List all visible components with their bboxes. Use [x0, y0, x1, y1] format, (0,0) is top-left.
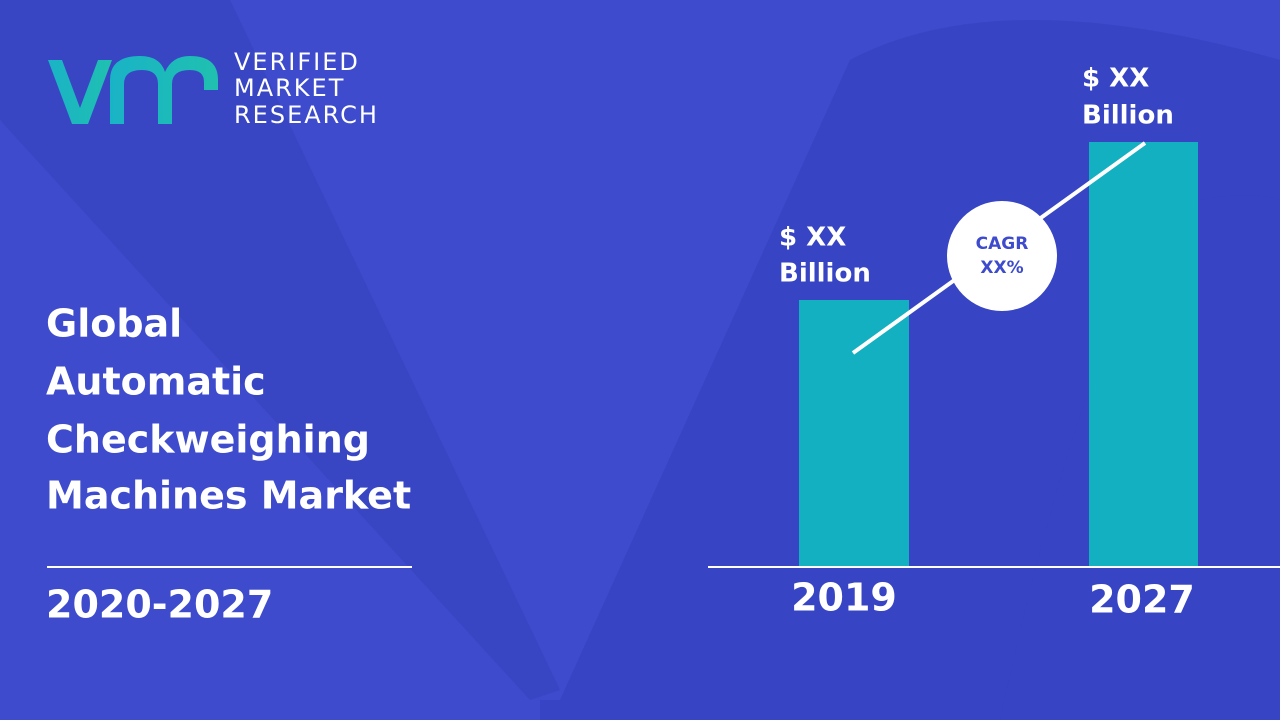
logo-v [48, 60, 112, 124]
logo-text: MARKET [234, 74, 345, 102]
title-line: Machines Market [46, 474, 411, 518]
logo: VERIFIED MARKET RESEARCH [48, 48, 379, 129]
cagr-badge [947, 201, 1057, 311]
title-line: Automatic [46, 360, 266, 404]
cagr-text: CAGR [976, 234, 1029, 254]
bar-label: Billion [1082, 101, 1174, 131]
year-label: 2019 [791, 576, 897, 620]
bar [1089, 142, 1198, 567]
logo-m [110, 56, 218, 124]
title-line: Global [46, 302, 182, 346]
bg-shape [0, 0, 560, 700]
title-line: Checkweighing [46, 418, 370, 462]
cagr-text: XX% [980, 258, 1023, 278]
bar [799, 300, 909, 567]
year-label: 2027 [1089, 578, 1195, 622]
bar-label: $ XX [1082, 64, 1149, 94]
logo-text: RESEARCH [234, 101, 379, 129]
logo-text: VERIFIED [234, 48, 360, 76]
bar-label: Billion [779, 259, 871, 289]
bar-label: $ XX [779, 223, 846, 253]
period: 2020-2027 [46, 583, 273, 627]
